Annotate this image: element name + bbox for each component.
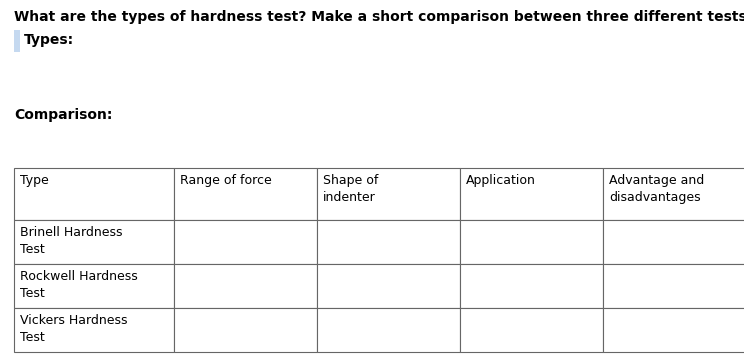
Text: Comparison:: Comparison:: [14, 108, 112, 122]
Text: Brinell Hardness
Test: Brinell Hardness Test: [20, 226, 123, 256]
Text: Rockwell Hardness
Test: Rockwell Hardness Test: [20, 270, 138, 300]
Bar: [317, 308, 460, 352]
Bar: [603, 168, 744, 220]
Text: Range of force: Range of force: [180, 174, 272, 187]
Bar: [460, 220, 603, 264]
Text: Types:: Types:: [24, 33, 74, 47]
Bar: [14, 220, 174, 264]
Bar: [460, 308, 603, 352]
Text: Application: Application: [466, 174, 536, 187]
Bar: [174, 264, 317, 308]
Bar: [460, 264, 603, 308]
Bar: [174, 220, 317, 264]
Bar: [317, 168, 460, 220]
Bar: [603, 308, 744, 352]
Text: Shape of
indenter: Shape of indenter: [323, 174, 379, 204]
Text: Advantage and
disadvantages: Advantage and disadvantages: [609, 174, 705, 204]
Bar: [603, 220, 744, 264]
Bar: [14, 308, 174, 352]
Bar: [14, 168, 174, 220]
Bar: [460, 168, 603, 220]
Bar: [174, 168, 317, 220]
Bar: [14, 264, 174, 308]
Bar: [603, 264, 744, 308]
Bar: [317, 264, 460, 308]
Text: Vickers Hardness
Test: Vickers Hardness Test: [20, 314, 127, 344]
Bar: [174, 308, 317, 352]
Text: What are the types of hardness test? Make a short comparison between three diffe: What are the types of hardness test? Mak…: [14, 10, 744, 24]
Bar: [317, 220, 460, 264]
Bar: [14, 30, 20, 52]
Text: Type: Type: [20, 174, 49, 187]
